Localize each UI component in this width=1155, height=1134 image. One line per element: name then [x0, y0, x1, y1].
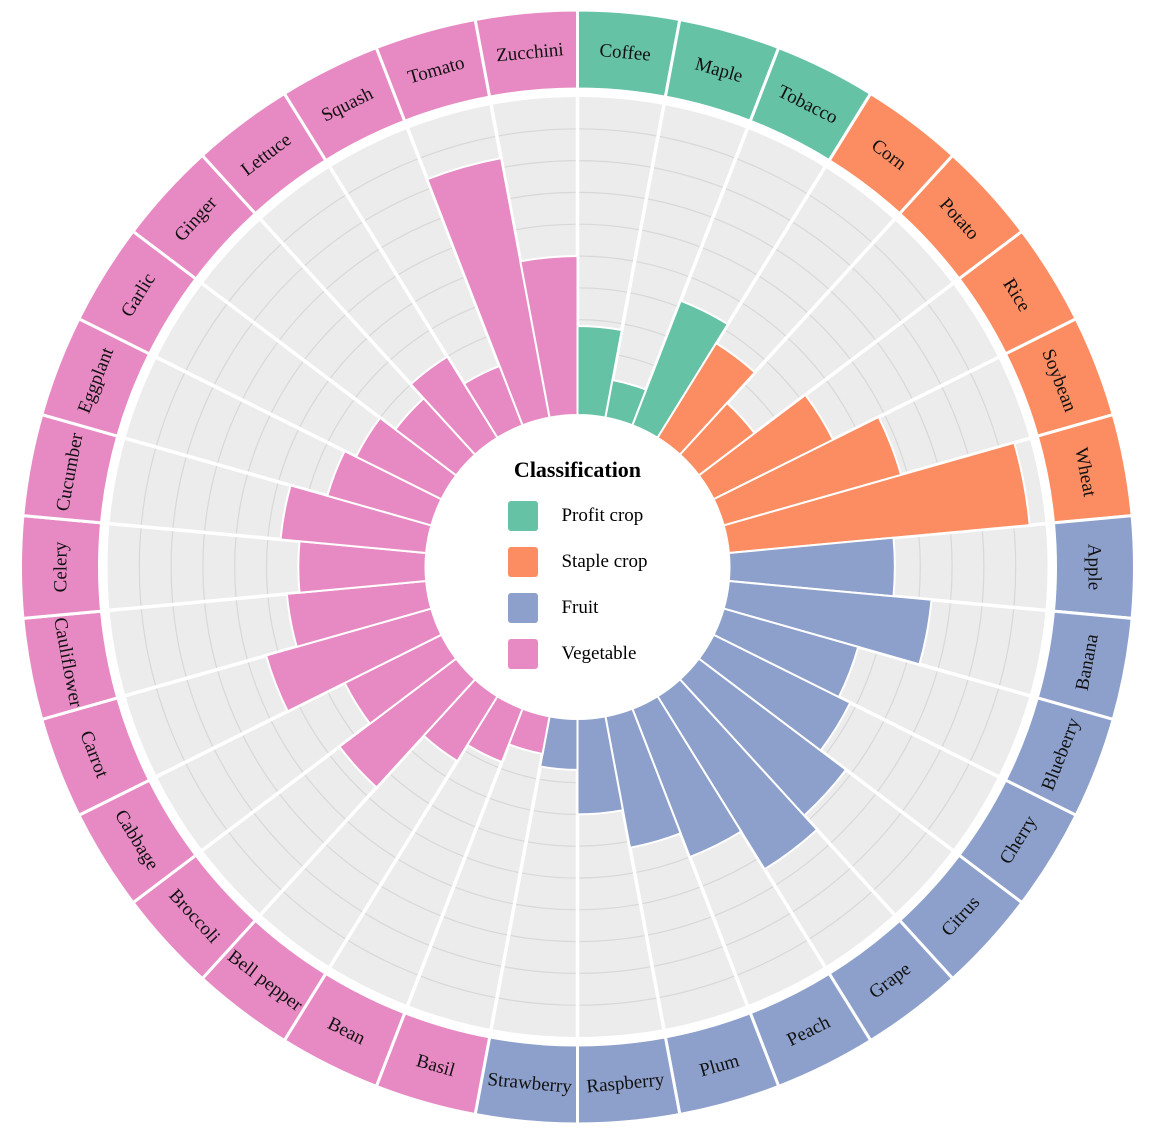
legend-swatch-vegetable: [507, 639, 538, 669]
label-arc-zucchini: [473, 8, 579, 99]
legend-panel: Classification Profit crop Staple crop F…: [507, 457, 648, 677]
category-label-celery: Celery: [51, 541, 72, 592]
legend-label-fruit: Fruit: [561, 597, 599, 618]
sector-separator: [489, 715, 552, 1032]
legend-label-staple-crop: Staple crop: [561, 551, 648, 572]
legend-item-staple-crop: Staple crop: [507, 547, 648, 577]
legend-label-vegetable: Vegetable: [561, 643, 637, 664]
bar-zucchini: [519, 254, 579, 419]
legend-title: Classification: [513, 457, 642, 482]
legend-item-profit-crop: Profit crop: [507, 501, 643, 531]
category-label-apple: Apple: [1083, 544, 1104, 590]
legend-item-fruit: Fruit: [507, 593, 598, 623]
legend-swatch-profit-crop: [507, 501, 538, 531]
category-label-coffee: Coffee: [599, 40, 652, 66]
legend-label-profit-crop: Profit crop: [561, 505, 644, 526]
legend-item-vegetable: Vegetable: [507, 639, 636, 669]
legend-swatch-fruit: [507, 593, 538, 623]
legend-swatch-staple-crop: [507, 547, 538, 577]
